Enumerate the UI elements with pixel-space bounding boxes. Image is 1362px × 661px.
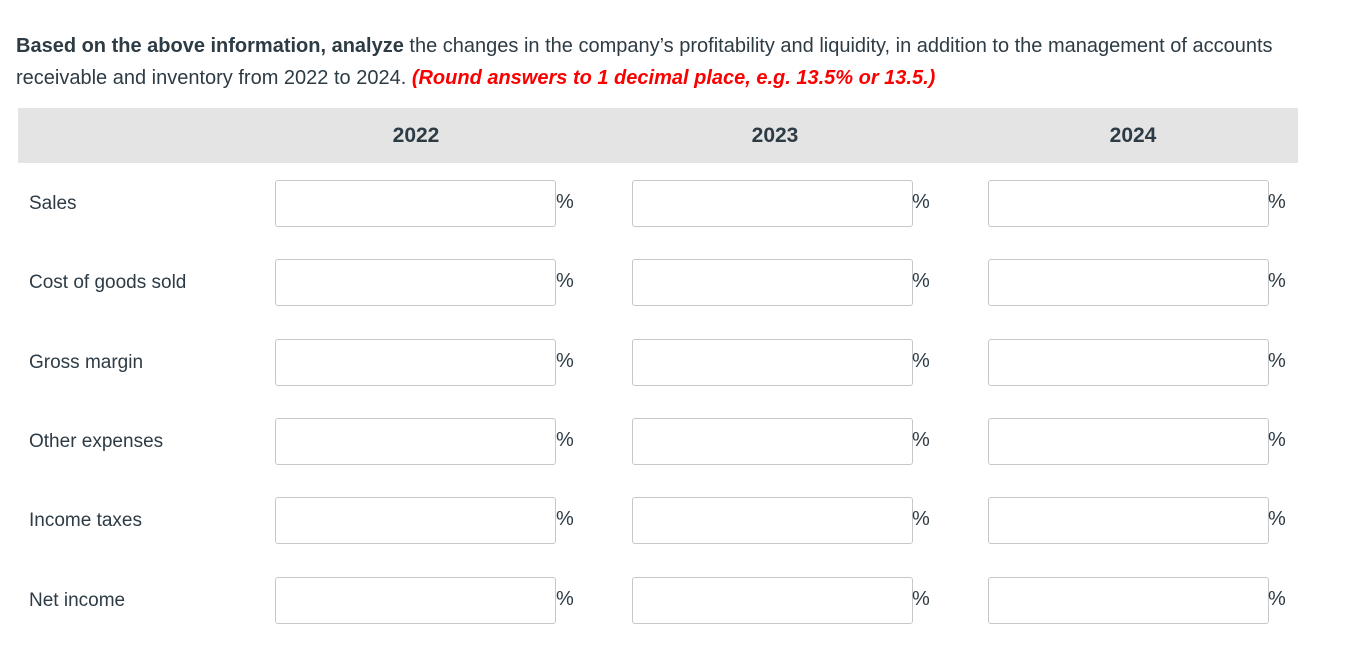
- input-gross-margin-2024[interactable]: [988, 339, 1269, 386]
- table-row-income-taxes: Income taxes % % %: [0, 497, 1362, 544]
- table-row-sales: Sales % % %: [0, 180, 1362, 227]
- percent-label: %: [556, 429, 574, 451]
- analysis-table: 2022 2023 2024 Sales % % % Cost of goods…: [0, 108, 1362, 638]
- percent-label: %: [912, 508, 930, 530]
- row-label: Cost of goods sold: [29, 272, 187, 293]
- percent-label: %: [1268, 588, 1286, 610]
- input-other-expenses-2022[interactable]: [275, 418, 556, 465]
- table-row-gross-margin: Gross margin % % %: [0, 339, 1362, 386]
- rounding-instruction-note: (Round answers to 1 decimal place, e.g. …: [411, 67, 936, 89]
- input-gross-margin-2023[interactable]: [632, 339, 913, 386]
- input-net-income-2024[interactable]: [988, 577, 1269, 624]
- percent-label: %: [912, 270, 930, 292]
- row-label: Gross margin: [29, 352, 144, 373]
- percent-label: %: [556, 508, 574, 530]
- year-header-2024: 2024: [1109, 124, 1157, 147]
- question-bold-text: Based on the above information, analyze: [16, 35, 404, 57]
- input-income-taxes-2022[interactable]: [275, 497, 556, 544]
- question-body-text: the changes in the company’s profitabili…: [16, 35, 1273, 89]
- table-row-net-income: Net income % % %: [0, 577, 1362, 624]
- year-header-2023: 2023: [751, 124, 799, 147]
- row-label: Net income: [29, 590, 126, 611]
- input-income-taxes-2023[interactable]: [632, 497, 913, 544]
- percent-label: %: [556, 350, 574, 372]
- percent-label: %: [1268, 270, 1286, 292]
- percent-label: %: [912, 350, 930, 372]
- percent-label: %: [556, 588, 574, 610]
- percent-label: %: [912, 191, 930, 213]
- percent-label: %: [556, 191, 574, 213]
- table-header-bar: 2022 2023 2024: [18, 108, 1298, 163]
- year-header-2022: 2022: [392, 124, 440, 147]
- input-income-taxes-2024[interactable]: [988, 497, 1269, 544]
- input-net-income-2022[interactable]: [275, 577, 556, 624]
- percent-label: %: [1268, 508, 1286, 530]
- input-sales-2022[interactable]: [275, 180, 556, 227]
- row-label: Other expenses: [29, 431, 164, 452]
- row-label: Sales: [29, 193, 77, 214]
- table-row-other-expenses: Other expenses % % %: [0, 418, 1362, 465]
- input-cost-of-goods-sold-2023[interactable]: [632, 259, 913, 306]
- input-cost-of-goods-sold-2024[interactable]: [988, 259, 1269, 306]
- percent-label: %: [1268, 429, 1286, 451]
- input-sales-2023[interactable]: [632, 180, 913, 227]
- input-net-income-2023[interactable]: [632, 577, 913, 624]
- table-row-cost-of-goods-sold: Cost of goods sold % % %: [0, 259, 1362, 306]
- input-other-expenses-2024[interactable]: [988, 418, 1269, 465]
- input-gross-margin-2022[interactable]: [275, 339, 556, 386]
- input-other-expenses-2023[interactable]: [632, 418, 913, 465]
- percent-label: %: [1268, 191, 1286, 213]
- percent-label: %: [1268, 350, 1286, 372]
- percent-label: %: [912, 429, 930, 451]
- input-cost-of-goods-sold-2022[interactable]: [275, 259, 556, 306]
- input-sales-2024[interactable]: [988, 180, 1269, 227]
- question-text: Based on the above information, analyze …: [16, 30, 1360, 94]
- percent-label: %: [556, 270, 574, 292]
- percent-label: %: [912, 588, 930, 610]
- row-label: Income taxes: [29, 510, 142, 531]
